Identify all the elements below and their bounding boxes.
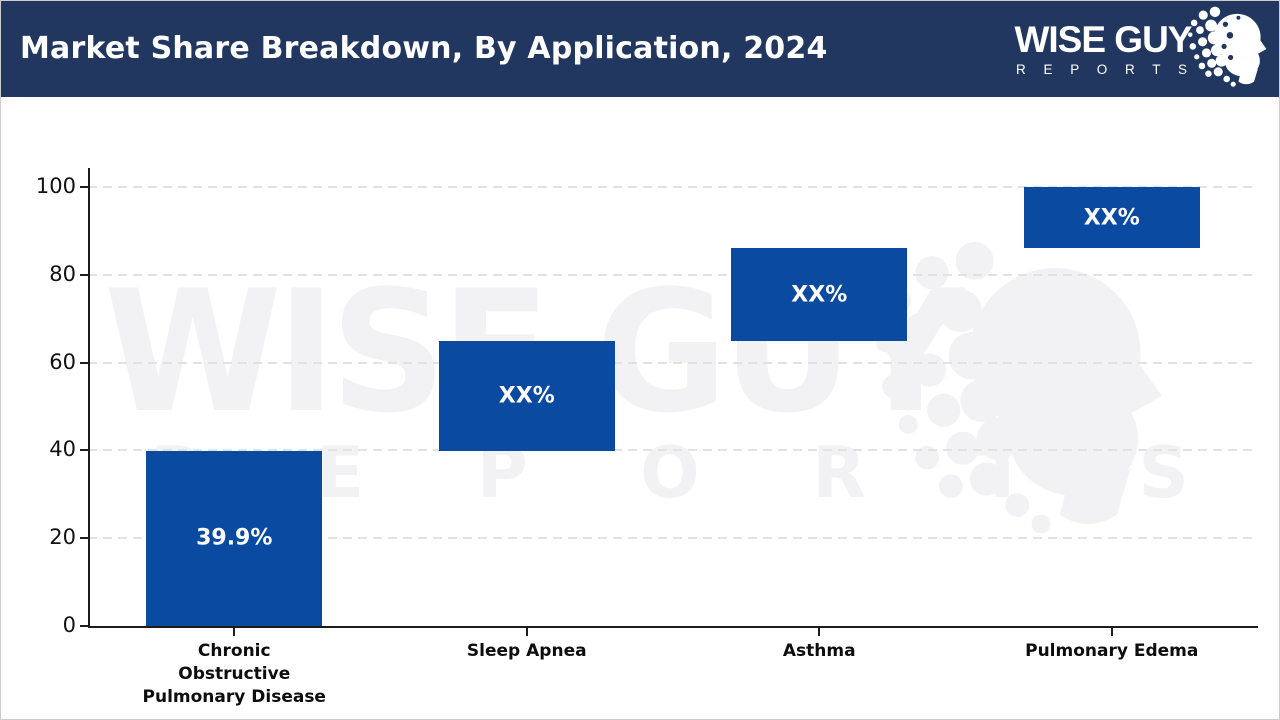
y-tick-100 <box>80 186 88 188</box>
x-tick-4 <box>1110 628 1113 636</box>
y-tick-40 <box>80 449 88 452</box>
logo-reports-label: R E P O R T S <box>1015 61 1194 77</box>
y-tick-0 <box>80 625 88 627</box>
y-tick-20 <box>80 537 88 540</box>
x-category-label-4: Pulmonary Edema <box>1025 641 1199 661</box>
y-tick-label-0: 0 <box>62 613 76 637</box>
bar-1 <box>146 450 323 626</box>
x-tick-3 <box>818 628 821 636</box>
x-tick-1 <box>233 628 236 636</box>
logo-wordmark: WISE GUY <box>1014 18 1192 60</box>
wiseguy-head-icon <box>1187 6 1267 87</box>
x-category-label-3: Asthma <box>782 641 856 661</box>
gridline-100 <box>88 186 1258 188</box>
y-tick-label-80: 80 <box>49 261 76 286</box>
gridline-80 <box>88 273 1258 276</box>
bar-value-label-1: 39.9% <box>196 525 273 551</box>
wiseguy-logo-text: WISE GUY R E P O R T S <box>1012 21 1194 77</box>
gridline-40 <box>88 449 1258 452</box>
y-tick-60 <box>80 361 88 364</box>
y-tick-80 <box>80 273 88 276</box>
x-tick-2 <box>525 628 528 636</box>
page-title: Market Share Breakdown, By Application, … <box>20 31 828 66</box>
bar-4 <box>1023 187 1200 249</box>
bar-3 <box>731 248 908 341</box>
header-bar: Market Share Breakdown, By Application, … <box>0 0 1280 97</box>
gridline-20 <box>88 537 1258 540</box>
bar-2 <box>438 340 615 451</box>
wiseguy-logo: WISE GUY R E P O R T S <box>1012 6 1274 92</box>
x-category-label-1: Chronic Obstructive Pulmonary Disease <box>142 641 326 707</box>
y-tick-label-100: 100 <box>35 174 76 198</box>
gridline-60 <box>88 361 1258 364</box>
y-tick-label-40: 40 <box>49 437 76 462</box>
y-axis-line <box>88 168 90 628</box>
x-category-label-2: Sleep Apnea <box>466 641 587 661</box>
y-tick-label-20: 20 <box>49 525 76 550</box>
bar-value-label-4: XX% <box>1083 205 1140 231</box>
bar-value-label-3: XX% <box>791 282 848 308</box>
watermark-head-icon <box>876 241 1162 534</box>
x-axis-line <box>88 626 1258 628</box>
y-tick-label-60: 60 <box>49 349 76 374</box>
bar-value-label-2: XX% <box>498 383 555 409</box>
